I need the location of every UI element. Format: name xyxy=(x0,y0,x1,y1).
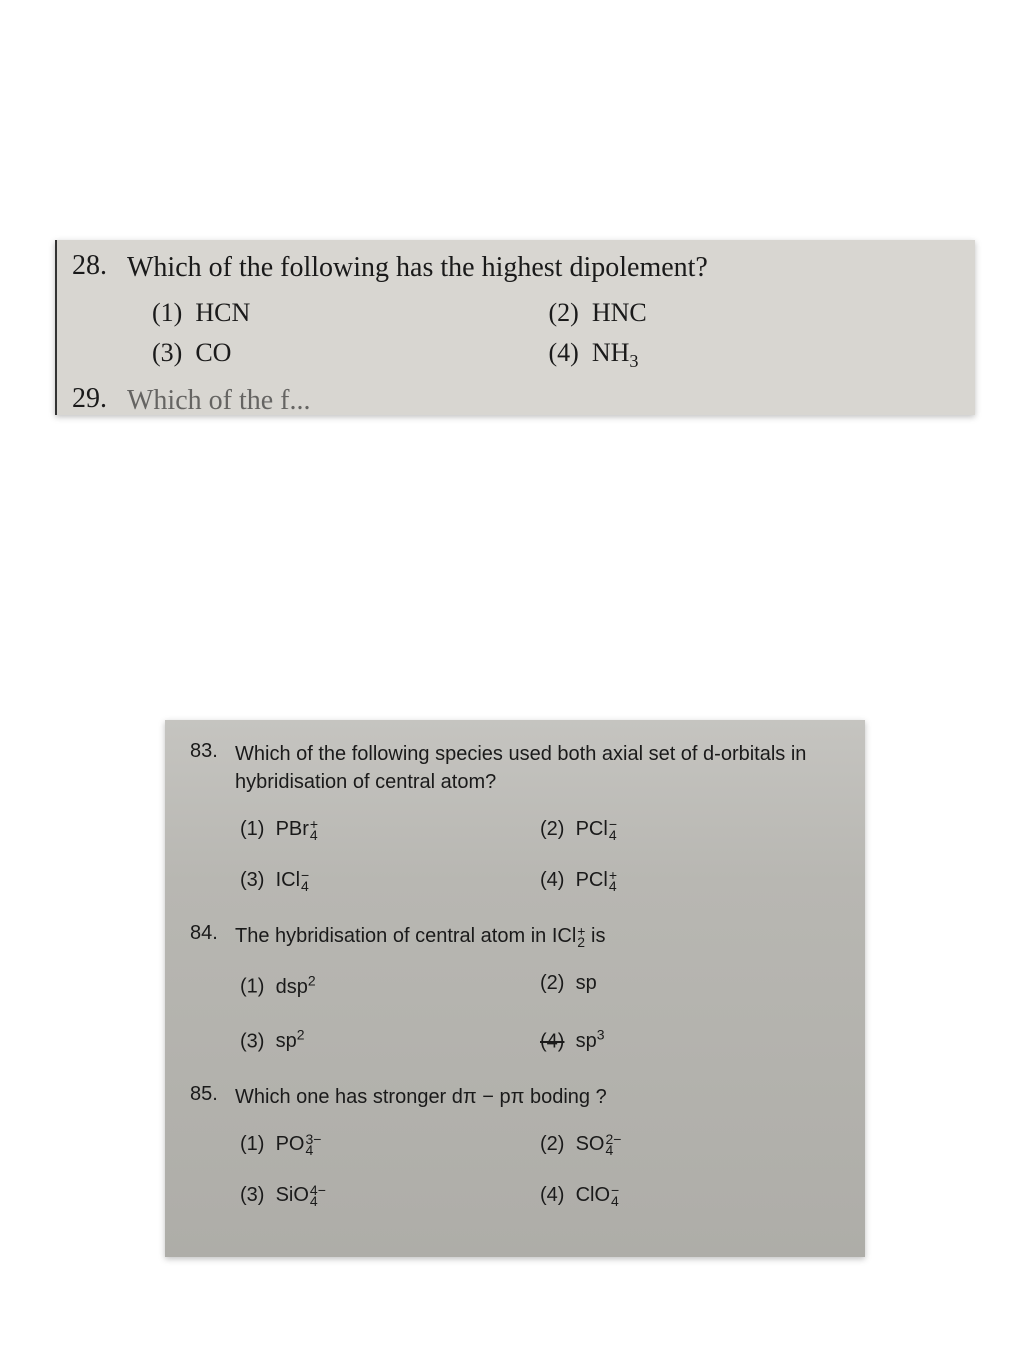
option-formula: dsp2 xyxy=(276,976,316,998)
question-text-partial: Which of the f... xyxy=(127,383,311,415)
option-formula: ClO−4 xyxy=(576,1184,620,1206)
option-formula: PBr+4 xyxy=(276,818,319,840)
option-formula: PCl+4 xyxy=(576,869,617,891)
option-1: (1) HCN xyxy=(152,298,549,328)
option-formula: sp2 xyxy=(276,1030,305,1052)
option-number: (2) xyxy=(540,972,564,994)
option-2: (2) HNC xyxy=(549,298,946,328)
option-number: (1) xyxy=(240,1133,264,1155)
option-formula: HNC xyxy=(592,298,647,327)
question-83: 83. Which of the following species used … xyxy=(190,740,840,796)
option-number: (4) xyxy=(540,1184,564,1206)
option-formula: HCN xyxy=(195,298,250,327)
option-3: (3) sp2 xyxy=(240,1027,540,1054)
question-text: Which of the following has the highest d… xyxy=(127,250,708,286)
question-number: 28. xyxy=(72,250,127,282)
question-28: 28. Which of the following has the highe… xyxy=(72,250,945,286)
bottom-question-snippet: 83. Which of the following species used … xyxy=(165,720,865,1257)
option-number: (3) xyxy=(240,869,264,891)
option-number: (1) xyxy=(240,976,264,998)
option-number-struck: (4) xyxy=(540,1030,564,1052)
option-formula: sp3 xyxy=(576,1030,605,1052)
option-4: (4) NH3 xyxy=(549,338,946,372)
question-text: Which one has stronger dπ − pπ boding ? xyxy=(235,1083,607,1111)
option-formula: sp xyxy=(576,972,597,994)
option-1: (1) PO3−4 xyxy=(240,1133,540,1156)
option-formula: NH3 xyxy=(592,338,639,367)
option-1: (1) PBr+4 xyxy=(240,818,540,841)
question-number: 84. xyxy=(190,922,235,945)
option-number: (2) xyxy=(549,298,579,327)
q28-options: (1) HCN (2) HNC (3) CO (4) NH3 xyxy=(152,298,945,372)
q83-options: (1) PBr+4 (2) PCl−4 (3) ICl−4 (4) PCl+4 xyxy=(240,818,840,892)
option-formula: SiO4−4 xyxy=(276,1184,326,1206)
question-number: 85. xyxy=(190,1083,235,1106)
option-4: (4) sp3 xyxy=(540,1027,840,1054)
option-2: (2) PCl−4 xyxy=(540,818,840,841)
option-number: (2) xyxy=(540,818,564,840)
option-number: (4) xyxy=(540,869,564,891)
formula: ICl+2 xyxy=(552,925,586,947)
option-formula: SO2−4 xyxy=(576,1133,622,1155)
option-number: (3) xyxy=(240,1030,264,1052)
option-1: (1) dsp2 xyxy=(240,972,540,999)
question-number: 29. xyxy=(72,383,127,415)
option-number: (3) xyxy=(152,338,182,367)
question-text: Which of the following species used both… xyxy=(235,740,840,796)
option-4: (4) PCl+4 xyxy=(540,869,840,892)
question-29-partial: 29. Which of the f... xyxy=(72,383,945,415)
option-4: (4) ClO−4 xyxy=(540,1184,840,1207)
option-number: (3) xyxy=(240,1184,264,1206)
option-number: (2) xyxy=(540,1133,564,1155)
option-formula: CO xyxy=(195,338,231,367)
option-number: (1) xyxy=(240,818,264,840)
question-84: 84. The hybridisation of central atom in… xyxy=(190,922,840,950)
option-number: (4) xyxy=(549,338,579,367)
option-formula: PO3−4 xyxy=(276,1133,322,1155)
option-number: (1) xyxy=(152,298,182,327)
option-3: (3) SiO4−4 xyxy=(240,1184,540,1207)
option-3: (3) ICl−4 xyxy=(240,869,540,892)
question-85: 85. Which one has stronger dπ − pπ bodin… xyxy=(190,1083,840,1111)
top-question-snippet: 28. Which of the following has the highe… xyxy=(55,240,975,415)
question-text: The hybridisation of central atom in ICl… xyxy=(235,922,605,950)
q84-options: (1) dsp2 (2) sp (3) sp2 (4) sp3 xyxy=(240,972,840,1053)
option-2: (2) SO2−4 xyxy=(540,1133,840,1156)
option-formula: ICl−4 xyxy=(276,869,310,891)
option-2: (2) sp xyxy=(540,972,840,999)
q85-options: (1) PO3−4 (2) SO2−4 (3) SiO4−4 (4) ClO−4 xyxy=(240,1133,840,1207)
question-number: 83. xyxy=(190,740,235,763)
option-formula: PCl−4 xyxy=(576,818,617,840)
option-3: (3) CO xyxy=(152,338,549,372)
